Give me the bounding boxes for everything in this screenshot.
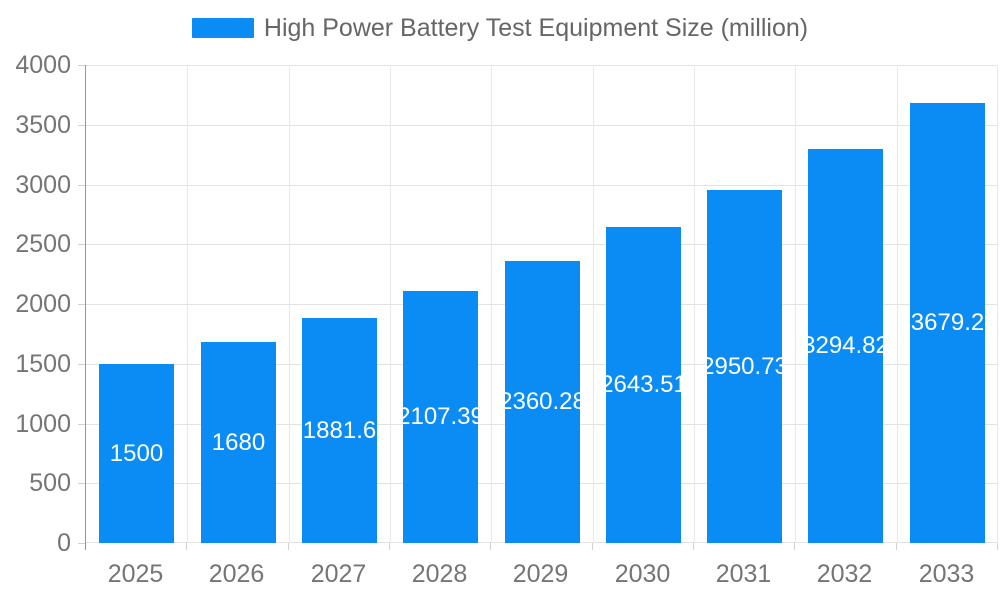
x-tick-mark: [997, 543, 998, 550]
y-tick-mark: [78, 125, 85, 126]
legend-swatch: [191, 18, 254, 38]
x-tick-label-2028: 2028: [411, 560, 468, 588]
y-tick-label: 2500: [15, 230, 71, 258]
y-tick-mark: [78, 65, 85, 66]
gridline-vertical: [593, 65, 594, 543]
bar-value-label: 1680: [211, 428, 266, 456]
bar-value-label: 1881.6: [302, 416, 377, 444]
y-tick-mark: [78, 364, 85, 365]
bar-2030[interactable]: 2643.51: [606, 227, 681, 543]
x-tick-mark: [794, 543, 795, 550]
y-tick-label: 0: [57, 529, 71, 557]
gridline-vertical: [289, 65, 290, 543]
y-tick-label: 1500: [15, 350, 71, 378]
x-tick-mark: [896, 543, 897, 550]
x-tick-label-2030: 2030: [614, 560, 671, 588]
x-tick-mark: [592, 543, 593, 550]
x-tick-label-2029: 2029: [512, 560, 569, 588]
x-tick-mark: [186, 543, 187, 550]
y-tick-label: 1000: [15, 410, 71, 438]
gridline-vertical: [997, 65, 998, 543]
bar-2033[interactable]: 3679.2: [910, 103, 985, 543]
bar-2032[interactable]: 3294.82: [808, 149, 883, 543]
x-tick-label-2025: 2025: [107, 560, 164, 588]
bar-value-label: 2950.73: [707, 352, 782, 380]
y-tick-label: 4000: [15, 51, 71, 79]
legend: High Power Battery Test Equipment Size (…: [0, 13, 1000, 43]
gridline-horizontal: [86, 185, 998, 186]
y-tick-label: 500: [29, 469, 71, 497]
bar-value-label: 1500: [109, 439, 164, 467]
gridline-vertical: [187, 65, 188, 543]
gridline-vertical: [795, 65, 796, 543]
bar-value-label: 2643.51: [606, 371, 681, 398]
gridline-vertical: [897, 65, 898, 543]
y-tick-mark: [78, 483, 85, 484]
y-tick-mark: [78, 185, 85, 186]
x-tick-label-2031: 2031: [715, 560, 772, 588]
x-tick-mark: [693, 543, 694, 550]
gridline-vertical: [694, 65, 695, 543]
x-tick-mark: [490, 543, 491, 550]
bar-2029[interactable]: 2360.28: [505, 261, 580, 543]
y-tick-mark: [78, 424, 85, 425]
gridline-horizontal: [86, 244, 998, 245]
legend-label: High Power Battery Test Equipment Size (…: [263, 14, 809, 42]
x-tick-label-2032: 2032: [816, 560, 873, 588]
gridline-horizontal: [86, 125, 998, 126]
y-tick-label: 3500: [15, 111, 71, 139]
plot-area: 1500 1680 1881.6 2107.39 2360.28 2643.51 2950.…: [85, 65, 998, 543]
bar-2031[interactable]: 2950.73: [707, 190, 782, 543]
bar-2025[interactable]: 1500: [99, 364, 174, 543]
bar-2027[interactable]: 1881.6: [302, 318, 377, 543]
legend-item[interactable]: High Power Battery Test Equipment Size (…: [191, 13, 809, 43]
bar-value-label: 3679.2: [910, 309, 985, 336]
y-tick-mark: [78, 244, 85, 245]
gridline-vertical: [390, 65, 391, 543]
x-tick-mark: [288, 543, 289, 550]
bar-2028[interactable]: 2107.39: [403, 291, 478, 543]
bar-value-label: 3294.82: [808, 332, 883, 359]
y-tick-mark: [78, 543, 85, 544]
y-tick-mark: [78, 304, 85, 305]
gridline-horizontal: [86, 65, 998, 66]
gridline-vertical: [491, 65, 492, 543]
bar-2026[interactable]: 1680: [201, 342, 276, 543]
x-tick-mark: [389, 543, 390, 550]
bar-value-label: 2107.39: [403, 403, 478, 430]
x-tick-label-2027: 2027: [310, 560, 367, 588]
y-tick-label: 3000: [15, 171, 71, 199]
x-tick-label-2033: 2033: [918, 560, 975, 588]
x-tick-label-2026: 2026: [208, 560, 265, 588]
x-tick-mark: [85, 543, 86, 550]
y-tick-label: 2000: [15, 290, 71, 318]
bar-value-label: 2360.28: [505, 388, 580, 415]
